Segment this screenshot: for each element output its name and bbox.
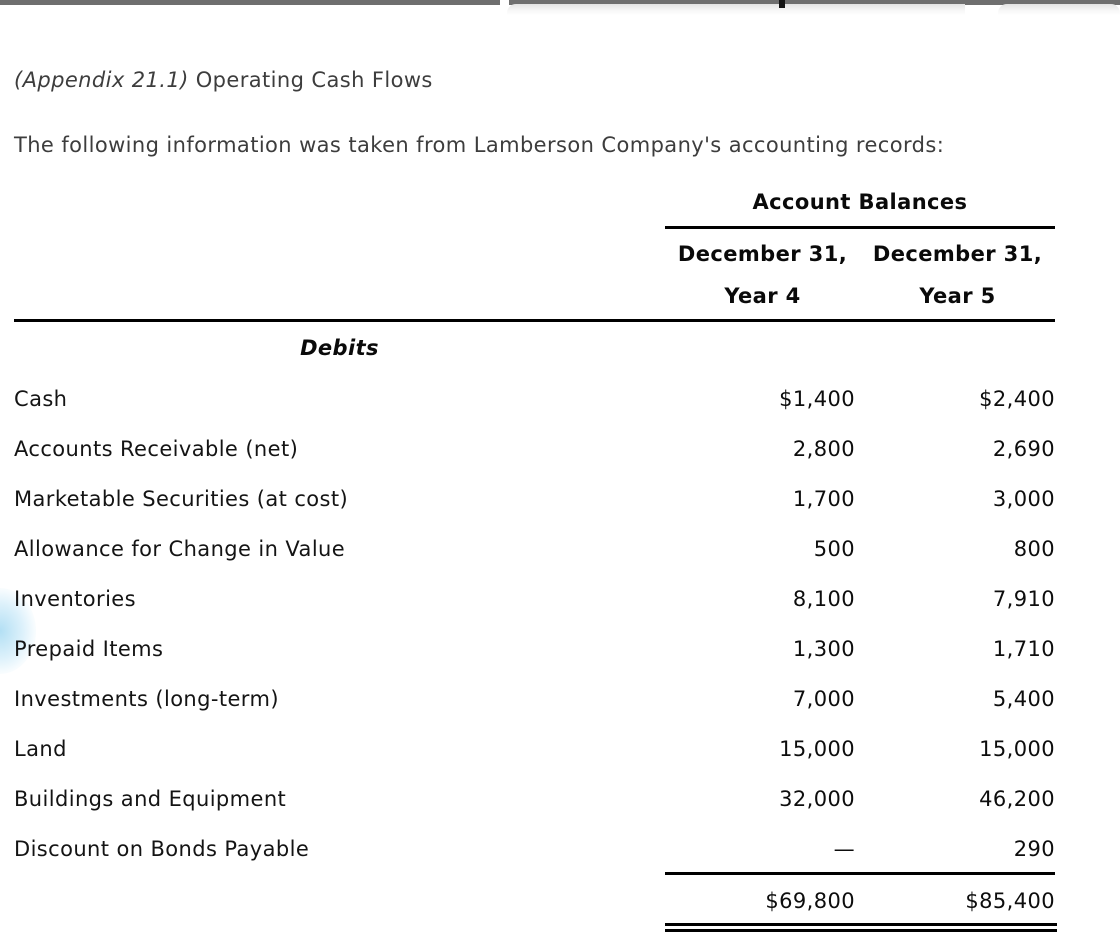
browser-topbar-edge (0, 0, 1120, 5)
table-row: Accounts Receivable (net) 2,800 2,690 (14, 424, 1055, 474)
col-year4-date: December 31, (677, 242, 848, 266)
table-row: Marketable Securities (at cost) 1,700 3,… (14, 474, 1055, 524)
totals-top-rule (665, 872, 1055, 875)
title-text: Operating Cash Flows (188, 68, 433, 92)
col-year5-date: December 31, (872, 242, 1043, 266)
table-group-header: Account Balances (752, 190, 968, 214)
column-headers-year: Year 4 Year 5 (665, 284, 1055, 308)
table-row: Inventories 8,100 7,910 (14, 574, 1055, 624)
topbar-gap (500, 0, 509, 5)
row-label: Marketable Securities (at cost) (14, 487, 349, 511)
row-year4-value: $1,400 (779, 387, 855, 411)
total-year4-value: $69,800 (765, 889, 855, 913)
row-label: Allowance for Change in Value (14, 537, 346, 561)
row-label: Discount on Bonds Payable (14, 837, 310, 861)
table-row: Buildings and Equipment 32,000 46,200 (14, 774, 1055, 824)
row-year4-value: 8,100 (792, 587, 855, 611)
table-row: Discount on Bonds Payable — 290 (14, 824, 1055, 874)
row-year4-value: 32,000 (779, 787, 855, 811)
row-year5-value: 3,000 (992, 487, 1055, 511)
tab-shadow-left (507, 4, 965, 15)
row-year4-value: 1,300 (792, 637, 855, 661)
table-body: Cash $1,400 $2,400 Accounts Receivable (… (14, 374, 1055, 874)
row-label: Land (14, 737, 67, 761)
topbar-cursor-tick (779, 0, 785, 8)
row-year4-value: 2,800 (792, 437, 855, 461)
row-year5-value: 15,000 (979, 737, 1055, 761)
table-row: Land 15,000 15,000 (14, 724, 1055, 774)
row-label: Buildings and Equipment (14, 787, 287, 811)
table-row: Investments (long-term) 7,000 5,400 (14, 674, 1055, 724)
row-year5-value: 800 (1013, 537, 1055, 561)
row-year4-value: 500 (813, 537, 855, 561)
totals-row: $69,800 $85,400 (14, 885, 1055, 917)
row-label: Inventories (14, 587, 136, 611)
tab-shadow-right (998, 4, 1120, 15)
row-year4-value: — (833, 837, 855, 861)
row-year5-value: $2,400 (979, 387, 1055, 411)
row-label: Prepaid Items (14, 637, 164, 661)
col-year5-label: Year 5 (919, 284, 996, 308)
row-year5-value: 5,400 (992, 687, 1055, 711)
table-row: Prepaid Items 1,300 1,710 (14, 624, 1055, 674)
col-year4-label: Year 4 (724, 284, 801, 308)
row-year5-value: 290 (1013, 837, 1055, 861)
row-label: Cash (14, 387, 68, 411)
table-top-rule (14, 319, 1055, 322)
row-year4-value: 1,700 (792, 487, 855, 511)
row-year4-value: 7,000 (792, 687, 855, 711)
row-year5-value: 1,710 (992, 637, 1055, 661)
group-header-rule (665, 226, 1055, 229)
row-year4-value: 15,000 (779, 737, 855, 761)
totals-double-rule (665, 923, 1057, 932)
column-headers-date: December 31, December 31, (665, 242, 1055, 266)
appendix-label: (Appendix 21.1) (14, 68, 189, 92)
intro-text: The following information was taken from… (14, 133, 945, 157)
debits-section-header: Debits (300, 336, 379, 360)
row-label: Investments (long-term) (14, 687, 279, 711)
row-label: Accounts Receivable (net) (14, 437, 299, 461)
row-year5-value: 7,910 (992, 587, 1055, 611)
total-year5-value: $85,400 (965, 889, 1055, 913)
table-row: Cash $1,400 $2,400 (14, 374, 1055, 424)
table-row: Allowance for Change in Value 500 800 (14, 524, 1055, 574)
row-year5-value: 46,200 (979, 787, 1055, 811)
row-year5-value: 2,690 (992, 437, 1055, 461)
page-title: (Appendix 21.1) Operating Cash Flows (14, 68, 433, 92)
